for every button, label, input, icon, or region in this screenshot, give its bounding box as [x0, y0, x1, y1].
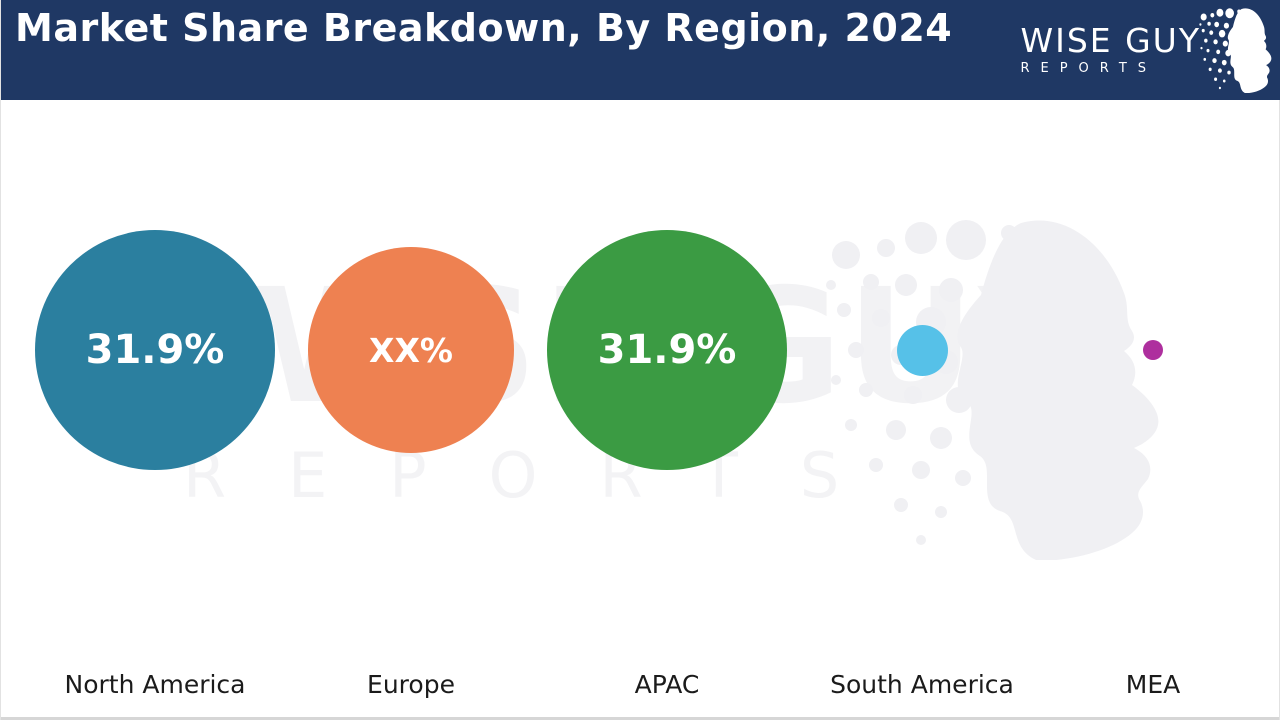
bubble-value-label: 31.9%	[85, 327, 225, 373]
brand-text: WISE GUY REPORTS	[1020, 20, 1201, 77]
bubble-south-america	[896, 324, 948, 376]
page-title: Market Share Breakdown, By Region, 2024	[15, 6, 953, 50]
category-label-mea: MEA	[1125, 670, 1181, 699]
category-label-europe: Europe	[367, 670, 455, 699]
brand-subtitle: REPORTS	[1020, 61, 1158, 77]
header: Market Share Breakdown, By Region, 2024 …	[1, 0, 1280, 100]
bubble-north-america: 31.9%	[35, 230, 275, 470]
bubble-value-label: 31.9%	[597, 327, 737, 373]
bubble-europe: XX%	[308, 247, 514, 453]
category-label-north-america: North America	[64, 670, 246, 699]
bubble-mea	[1143, 340, 1163, 360]
brand-name: WISE GUY	[1020, 20, 1201, 60]
watermark-small-text: REPORTS	[183, 439, 902, 512]
bottom-border	[1, 717, 1279, 720]
brand-head-icon	[1199, 8, 1272, 93]
bubble-value-label: XX%	[369, 330, 453, 370]
bubble-apac: 31.9%	[547, 230, 787, 470]
watermark-head-icon	[826, 220, 1159, 560]
brand-logo: WISE GUY REPORTS	[1020, 4, 1273, 96]
category-label-south-america: South America	[830, 670, 1014, 699]
category-label-apac: APAC	[634, 670, 700, 699]
